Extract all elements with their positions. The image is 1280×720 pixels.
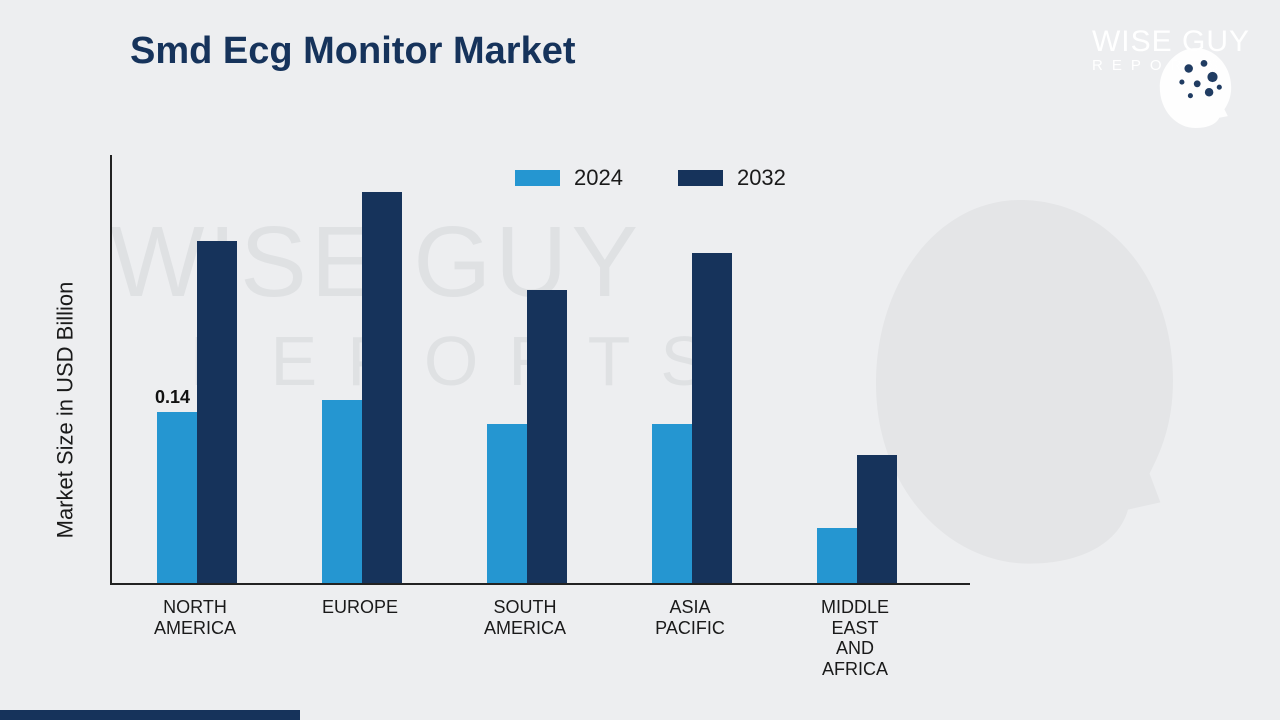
canvas: Smd Ecg Monitor Market WISE GUY REPORTS … xyxy=(0,0,1280,720)
bar-2024 xyxy=(157,412,197,583)
chart: Market Size in USD Billion 0.14 NORTHAME… xyxy=(50,155,970,700)
category-label: EUROPE xyxy=(290,597,430,618)
bar-2024 xyxy=(652,424,692,583)
bar-group xyxy=(632,253,752,583)
plot-area: 0.14 xyxy=(110,155,970,585)
category-label: NORTHAMERICA xyxy=(125,597,265,638)
y-axis-label: Market Size in USD Billion xyxy=(50,195,80,625)
bar-2032 xyxy=(527,290,567,583)
category-label: SOUTHAMERICA xyxy=(455,597,595,638)
y-axis-label-text: Market Size in USD Billion xyxy=(52,282,78,539)
brand-head-icon xyxy=(1153,43,1238,128)
chart-title: Smd Ecg Monitor Market xyxy=(130,30,576,73)
bar-value-label: 0.14 xyxy=(155,387,190,408)
bar-group xyxy=(302,192,422,583)
bar-group xyxy=(467,290,587,583)
bar-group xyxy=(137,241,257,583)
bar-2024 xyxy=(817,528,857,583)
bar-2024 xyxy=(487,424,527,583)
bar-2024 xyxy=(322,400,362,583)
bar-group xyxy=(797,455,917,583)
bar-2032 xyxy=(692,253,732,583)
footer-accent-bar xyxy=(0,710,300,720)
bar-2032 xyxy=(362,192,402,583)
brand-logo: WISE GUY REPORTS xyxy=(1092,25,1250,74)
category-labels: NORTHAMERICA EUROPE SOUTHAMERICA ASIAPACIFI… xyxy=(110,591,970,691)
bar-2032 xyxy=(197,241,237,583)
bar-2032 xyxy=(857,455,897,583)
category-label: MIDDLEEASTANDAFRICA xyxy=(785,597,925,680)
category-label: ASIAPACIFIC xyxy=(620,597,760,638)
